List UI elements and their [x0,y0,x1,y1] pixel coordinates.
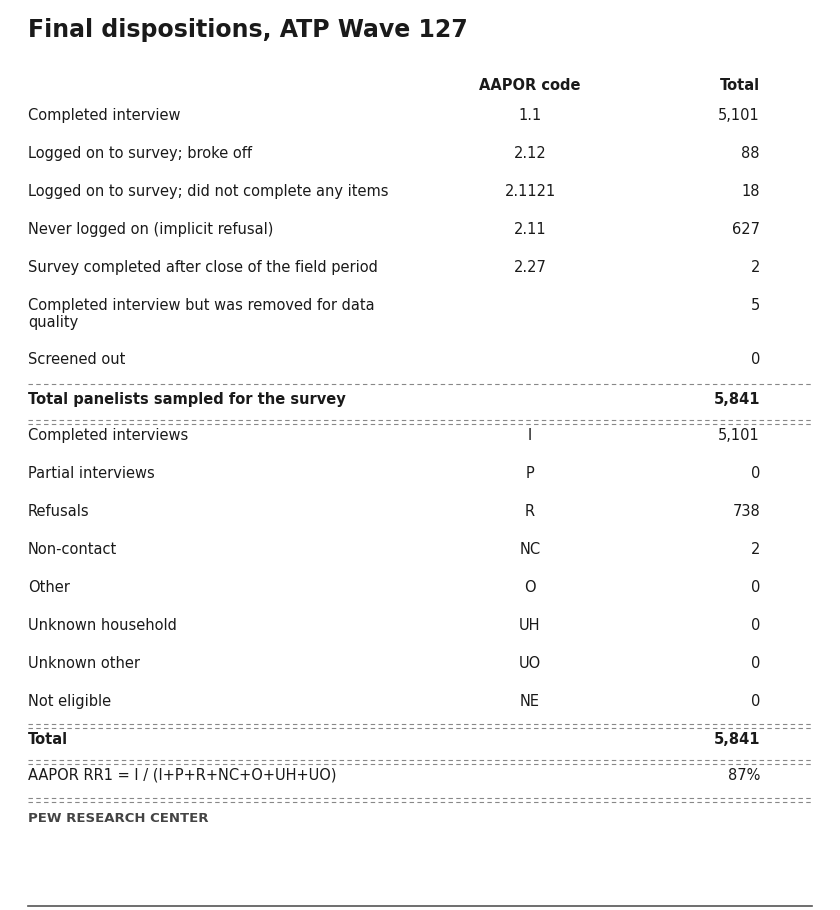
Text: Screened out: Screened out [28,352,125,367]
Text: 2.27: 2.27 [513,260,547,275]
Text: Survey completed after close of the field period: Survey completed after close of the fiel… [28,260,378,275]
Text: Non-contact: Non-contact [28,542,118,557]
Text: UH: UH [519,618,541,633]
Text: AAPOR code: AAPOR code [480,78,580,93]
Text: I: I [528,428,532,443]
Text: Never logged on (implicit refusal): Never logged on (implicit refusal) [28,222,273,237]
Text: 0: 0 [751,694,760,709]
Text: 87%: 87% [727,768,760,783]
Text: 738: 738 [732,504,760,519]
Text: R: R [525,504,535,519]
Text: AAPOR RR1 = I / (I+P+R+NC+O+UH+UO): AAPOR RR1 = I / (I+P+R+NC+O+UH+UO) [28,768,337,783]
Text: Completed interview: Completed interview [28,108,181,123]
Text: Partial interviews: Partial interviews [28,466,155,481]
Text: 627: 627 [732,222,760,237]
Text: Total: Total [720,78,760,93]
Text: Other: Other [28,580,70,595]
Text: Not eligible: Not eligible [28,694,111,709]
Text: 2.1121: 2.1121 [504,184,555,199]
Text: Total: Total [28,732,68,747]
Text: 0: 0 [751,580,760,595]
Text: 0: 0 [751,466,760,481]
Text: Completed interviews: Completed interviews [28,428,188,443]
Text: 5,841: 5,841 [713,392,760,407]
Text: 2.11: 2.11 [514,222,546,237]
Text: O: O [524,580,536,595]
Text: 1.1: 1.1 [518,108,542,123]
Text: NE: NE [520,694,540,709]
Text: 5,841: 5,841 [713,732,760,747]
Text: Refusals: Refusals [28,504,90,519]
Text: 88: 88 [742,146,760,161]
Text: 2.12: 2.12 [513,146,546,161]
Text: Logged on to survey; broke off: Logged on to survey; broke off [28,146,252,161]
Text: Unknown household: Unknown household [28,618,177,633]
Text: 0: 0 [751,352,760,367]
Text: P: P [526,466,534,481]
Text: Unknown other: Unknown other [28,656,140,671]
Text: NC: NC [519,542,541,557]
Text: Total panelists sampled for the survey: Total panelists sampled for the survey [28,392,346,407]
Text: PEW RESEARCH CENTER: PEW RESEARCH CENTER [28,812,208,825]
Text: 2: 2 [751,542,760,557]
Text: 2: 2 [751,260,760,275]
Text: Final dispositions, ATP Wave 127: Final dispositions, ATP Wave 127 [28,18,468,42]
Text: 5: 5 [751,298,760,313]
Text: 5,101: 5,101 [718,428,760,443]
Text: 5,101: 5,101 [718,108,760,123]
Text: 0: 0 [751,656,760,671]
Text: 0: 0 [751,618,760,633]
Text: UO: UO [519,656,541,671]
Text: 18: 18 [742,184,760,199]
Text: Logged on to survey; did not complete any items: Logged on to survey; did not complete an… [28,184,388,199]
Text: Completed interview but was removed for data
quality: Completed interview but was removed for … [28,298,375,330]
